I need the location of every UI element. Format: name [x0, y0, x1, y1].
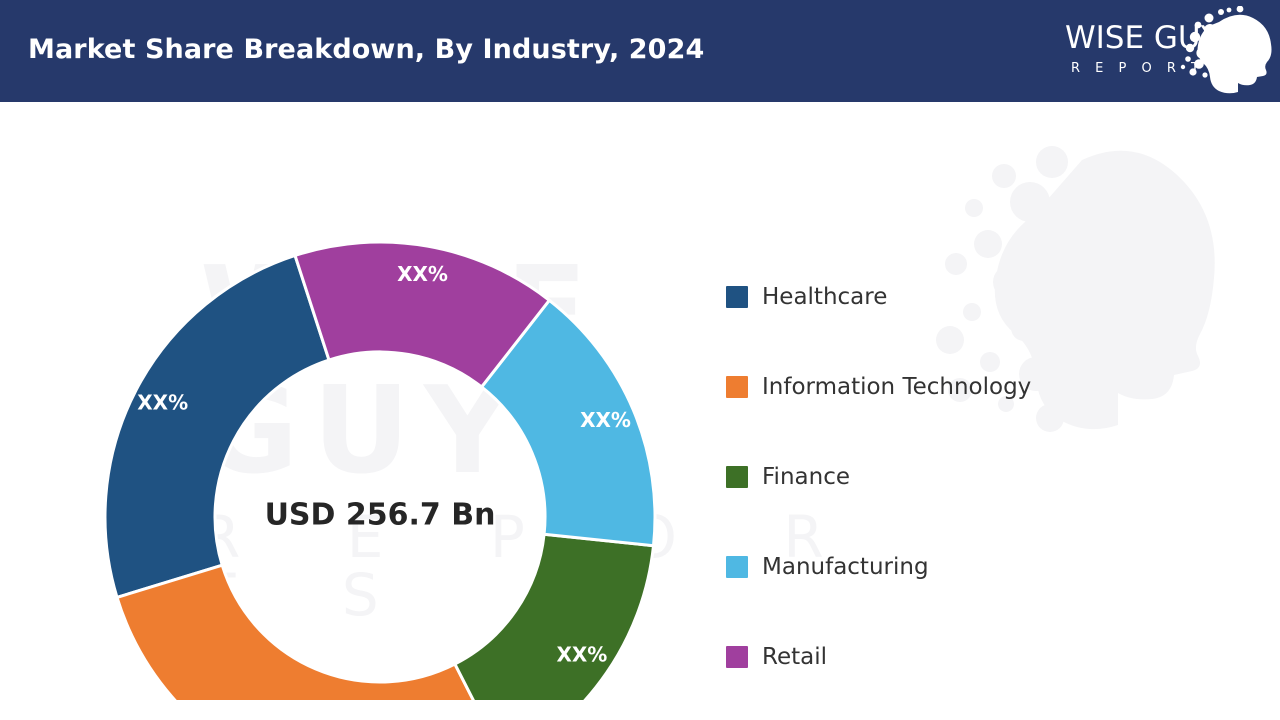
page-header: Market Share Breakdown, By Industry, 202… — [0, 0, 1280, 102]
donut-slice[interactable] — [115, 563, 505, 700]
donut-chart: XX%28.1%XX%XX%XX% USD 256.7 Bn — [0, 102, 760, 720]
legend-swatch-retail — [726, 646, 748, 668]
slice-data-label: XX% — [580, 408, 631, 432]
legend-item[interactable]: Finance — [726, 432, 1156, 522]
watermark-head-icon — [932, 132, 1262, 562]
legend-swatch-information-technology — [726, 376, 748, 398]
donut-svg: XX%28.1%XX%XX%XX% — [105, 240, 657, 700]
legend-label: Information Technology — [762, 374, 1032, 400]
legend-item[interactable]: Healthcare — [726, 252, 1156, 342]
slice-data-label: XX% — [556, 642, 607, 666]
chart-legend: Healthcare Information Technology Financ… — [726, 252, 1156, 702]
page-title: Market Share Breakdown, By Industry, 202… — [28, 34, 705, 65]
legend-swatch-manufacturing — [726, 556, 748, 578]
donut-slice[interactable] — [479, 298, 657, 548]
legend-label: Finance — [762, 464, 850, 490]
legend-label: Manufacturing — [762, 554, 929, 580]
legend-label: Retail — [762, 644, 827, 670]
logo-head-icon — [1180, 6, 1272, 94]
donut-slice[interactable] — [452, 532, 656, 700]
donut-slice[interactable] — [293, 240, 552, 390]
legend-item[interactable]: Manufacturing — [726, 522, 1156, 612]
legend-swatch-finance — [726, 466, 748, 488]
slice-data-label: XX% — [137, 390, 188, 414]
donut-center-value: USD 256.7 Bn — [264, 497, 496, 533]
wise-guy-reports-logo: WISE GUY R E P O R T S — [1059, 6, 1274, 94]
legend-item[interactable]: Information Technology — [726, 342, 1156, 432]
chart-body: WISE GUY R E P O R T S — [0, 102, 1280, 720]
logo-wordmark-line2: R E P O R T S — [1071, 61, 1228, 76]
legend-swatch-healthcare — [726, 286, 748, 308]
slice-data-label: XX% — [397, 262, 448, 286]
legend-label: Healthcare — [762, 284, 888, 310]
donut-slice[interactable] — [105, 253, 331, 600]
legend-item[interactable]: Retail — [726, 612, 1156, 702]
